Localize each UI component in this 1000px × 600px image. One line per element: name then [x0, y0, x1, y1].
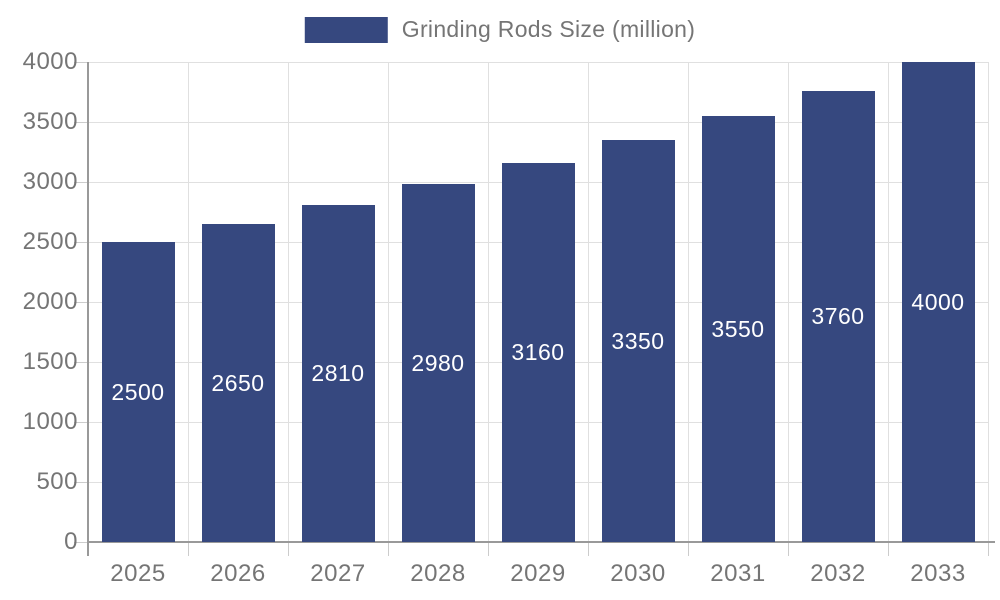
y-axis-label: 0	[64, 528, 78, 555]
x-axis-label: 2032	[810, 560, 866, 587]
x-axis-tick	[887, 542, 889, 556]
gridline-vertical	[887, 62, 889, 542]
y-axis-label: 1000	[22, 408, 78, 435]
y-axis-label: 2500	[22, 228, 78, 255]
x-axis-tick	[487, 542, 489, 556]
x-axis-tick	[987, 542, 989, 556]
bar[interactable]	[201, 224, 275, 542]
gridline-horizontal	[88, 121, 988, 123]
x-axis-tick	[587, 542, 589, 556]
legend[interactable]: Grinding Rods Size (million)	[304, 16, 696, 43]
x-axis-label: 2026	[210, 560, 266, 587]
bar-value-label: 3550	[711, 316, 765, 342]
x-axis-label: 2033	[910, 560, 966, 587]
bar[interactable]	[101, 242, 175, 542]
x-axis-label: 2027	[310, 560, 366, 587]
bar[interactable]	[701, 116, 775, 542]
x-axis-label: 2031	[710, 560, 766, 587]
gridline-vertical	[487, 62, 489, 542]
y-axis-tick	[74, 301, 88, 303]
y-axis-label: 2000	[22, 288, 78, 315]
bar-value-label: 4000	[911, 289, 965, 315]
x-axis-tick	[287, 542, 289, 556]
y-axis-tick	[74, 121, 88, 123]
x-axis-label: 2030	[610, 560, 666, 587]
y-axis-tick	[74, 541, 88, 543]
bar-value-label: 2650	[211, 370, 265, 396]
gridline-vertical	[187, 62, 189, 542]
y-axis-line	[87, 62, 89, 556]
bar-value-label: 2810	[311, 360, 365, 387]
bar[interactable]	[801, 90, 875, 542]
legend-swatch	[304, 16, 388, 43]
x-axis-tick	[187, 542, 189, 556]
x-axis-tick	[387, 542, 389, 556]
bar[interactable]	[301, 204, 375, 542]
y-axis-tick	[74, 421, 88, 423]
bar-value-label: 2500	[111, 379, 165, 405]
bar-value-label: 3160	[511, 339, 565, 366]
gridline-vertical	[287, 62, 289, 542]
y-axis-label: 3500	[22, 108, 78, 135]
bar[interactable]	[501, 162, 575, 542]
gridline-horizontal	[88, 61, 988, 63]
x-axis-label: 2028	[410, 560, 466, 587]
bar[interactable]	[401, 184, 475, 542]
y-axis-tick	[74, 481, 88, 483]
bar[interactable]	[901, 62, 975, 542]
x-axis-tick	[787, 542, 789, 556]
legend-label: Grinding Rods Size (million)	[401, 16, 696, 42]
y-axis-tick	[74, 361, 88, 363]
y-axis-label: 3000	[22, 168, 78, 195]
y-axis-label: 4000	[22, 48, 78, 75]
bar-value-label: 3350	[611, 328, 665, 354]
y-axis-label: 1500	[22, 348, 78, 375]
x-axis-tick	[687, 542, 689, 556]
bar-value-label: 3760	[811, 303, 865, 330]
gridline-vertical	[687, 62, 689, 542]
y-axis-label: 500	[36, 468, 78, 495]
x-axis-label: 2029	[510, 560, 566, 587]
gridline-vertical	[987, 62, 989, 542]
x-axis-label: 2025	[110, 560, 166, 587]
gridline-vertical	[787, 62, 789, 542]
y-axis-tick	[74, 241, 88, 243]
x-axis-line	[88, 541, 995, 543]
y-axis-tick	[74, 181, 88, 183]
bar[interactable]	[601, 140, 675, 542]
gridline-vertical	[587, 62, 589, 542]
y-axis-tick	[74, 61, 88, 63]
gridline-vertical	[387, 62, 389, 542]
bar-value-label: 2980	[411, 350, 465, 377]
